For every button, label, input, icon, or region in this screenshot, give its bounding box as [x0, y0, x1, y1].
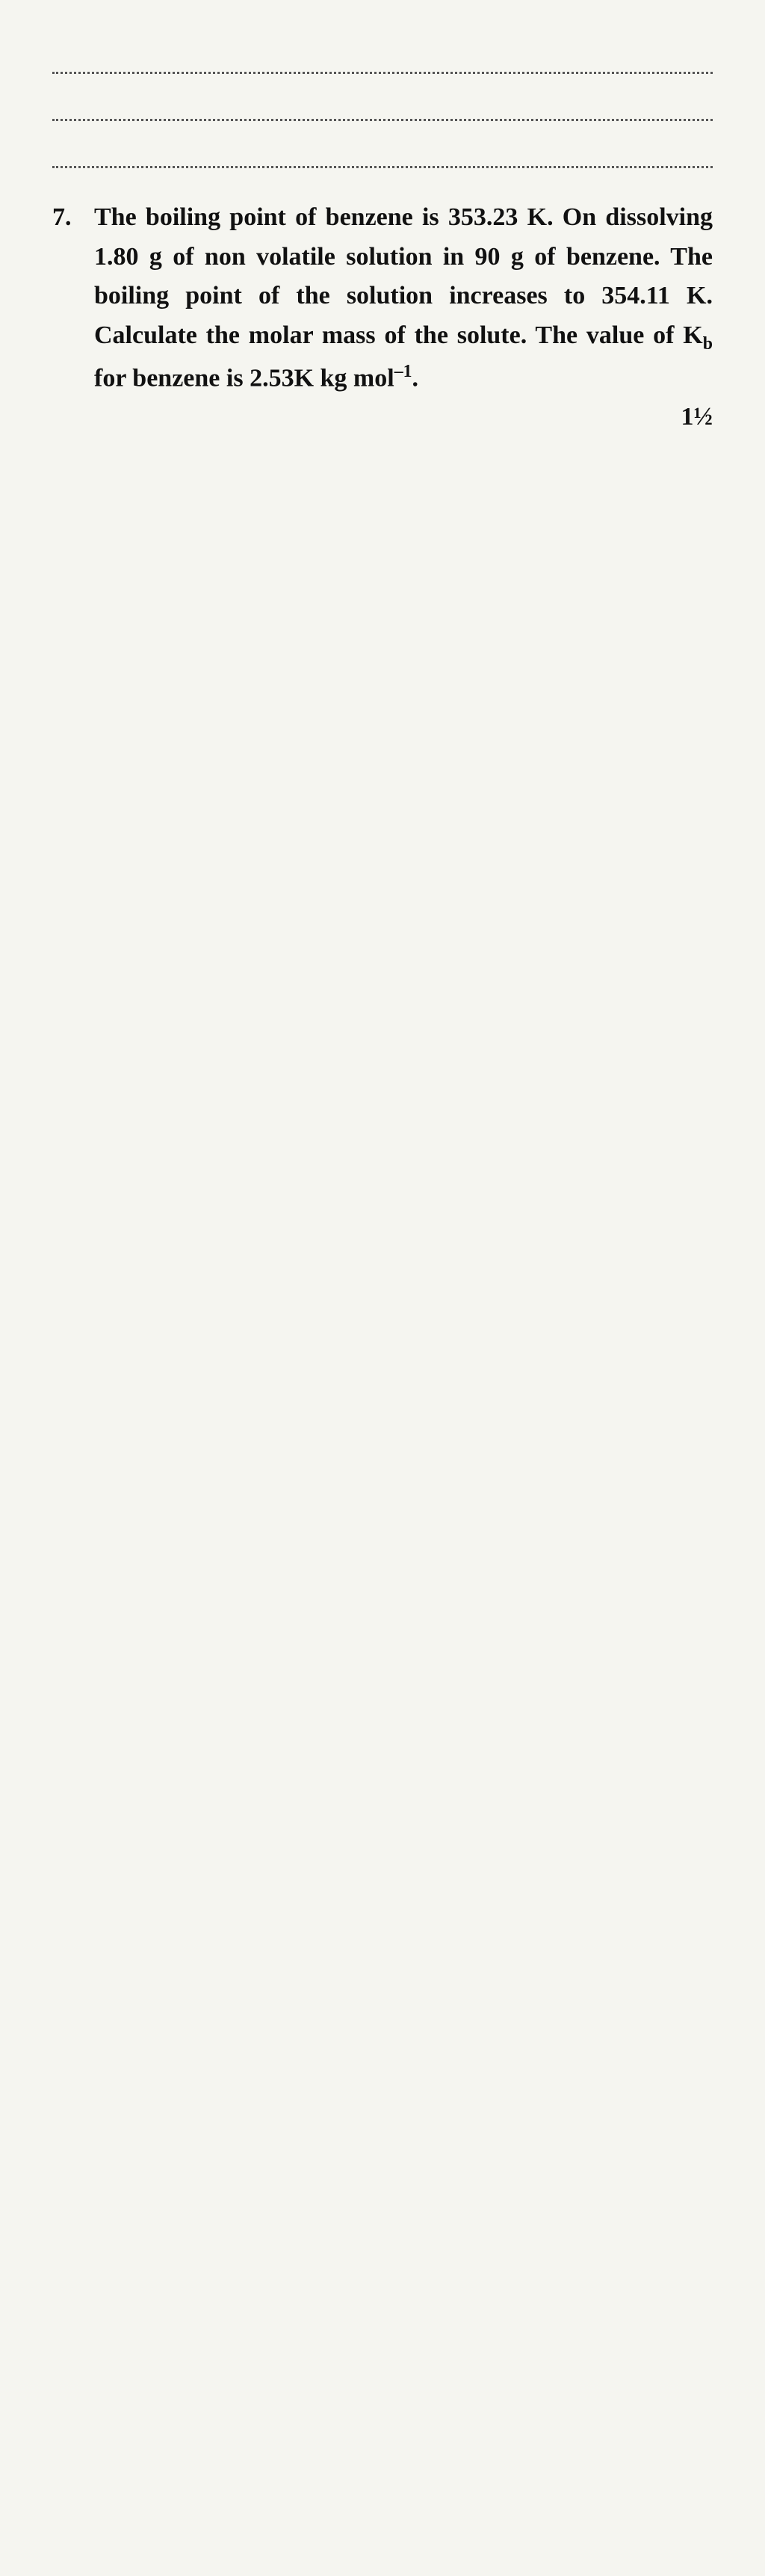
question-marks: 1½ — [681, 398, 713, 437]
subscript-b: b — [703, 334, 713, 354]
blank-line — [52, 139, 713, 168]
answer-blank-lines — [52, 45, 713, 168]
question-text-part-3: . — [412, 364, 419, 392]
question-text-part-2: for benzene is 2.53K kg mol — [94, 364, 394, 392]
question-number: 7. — [52, 198, 94, 238]
question-text-part-1: The boiling point of benzene is 353.23 K… — [94, 203, 713, 349]
blank-line — [52, 45, 713, 74]
question-7: 7. The boiling point of benzene is 353.2… — [52, 198, 713, 398]
exam-page: 7. The boiling point of benzene is 353.2… — [0, 0, 765, 2576]
blank-line — [52, 92, 713, 121]
superscript-neg1: –1 — [394, 362, 412, 381]
question-body: The boiling point of benzene is 353.23 K… — [94, 198, 713, 398]
